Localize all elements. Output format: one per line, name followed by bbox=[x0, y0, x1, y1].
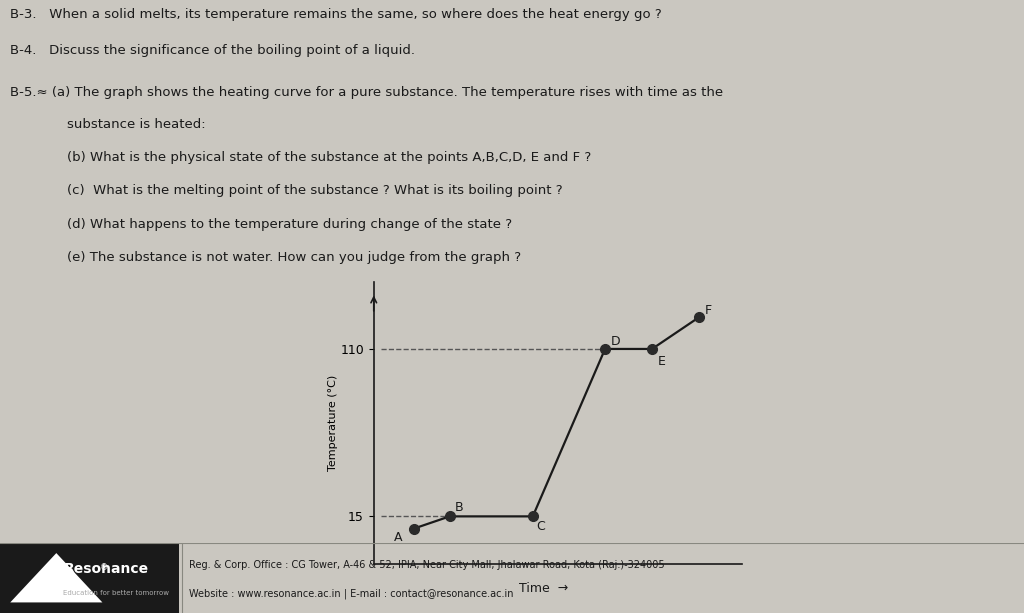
Text: B-3.   When a solid melts, its temperature remains the same, so where does the h: B-3. When a solid melts, its temperature… bbox=[10, 8, 662, 21]
Text: (b) What is the physical state of the substance at the points A,B,C,D, E and F ?: (b) What is the physical state of the su… bbox=[67, 151, 591, 164]
Text: Education for better tomorrow: Education for better tomorrow bbox=[63, 590, 170, 596]
Polygon shape bbox=[10, 553, 102, 603]
Text: F: F bbox=[705, 303, 712, 317]
Text: C: C bbox=[537, 520, 545, 533]
Text: A: A bbox=[394, 531, 402, 544]
Text: B-4.   Discuss the significance of the boiling point of a liquid.: B-4. Discuss the significance of the boi… bbox=[10, 44, 416, 57]
Text: ®: ® bbox=[100, 563, 109, 572]
Y-axis label: Temperature (°C): Temperature (°C) bbox=[328, 375, 338, 471]
Text: D: D bbox=[610, 335, 621, 348]
Text: (d) What happens to the temperature during change of the state ?: (d) What happens to the temperature duri… bbox=[67, 218, 512, 231]
Text: Website : www.resonance.ac.in | E-mail : contact@resonance.ac.in: Website : www.resonance.ac.in | E-mail :… bbox=[189, 588, 514, 598]
Text: (c)  What is the melting point of the substance ? What is its boiling point ?: (c) What is the melting point of the sub… bbox=[67, 185, 562, 197]
Text: Resonance: Resonance bbox=[63, 562, 148, 576]
Text: B-5.≈ (a) The graph shows the heating curve for a pure substance. The temperatur: B-5.≈ (a) The graph shows the heating cu… bbox=[10, 86, 723, 99]
Text: B: B bbox=[455, 501, 464, 514]
Text: Time  →: Time → bbox=[519, 582, 568, 595]
Bar bbox=[0, 543, 179, 613]
Text: Reg. & Corp. Office : CG Tower, A-46 & 52, IPIA, Near City Mall, Jhalawar Road, : Reg. & Corp. Office : CG Tower, A-46 & 5… bbox=[189, 560, 665, 570]
Text: E: E bbox=[657, 355, 666, 368]
Text: (e) The substance is not water. How can you judge from the graph ?: (e) The substance is not water. How can … bbox=[67, 251, 520, 264]
Text: substance is heated:: substance is heated: bbox=[67, 118, 205, 131]
